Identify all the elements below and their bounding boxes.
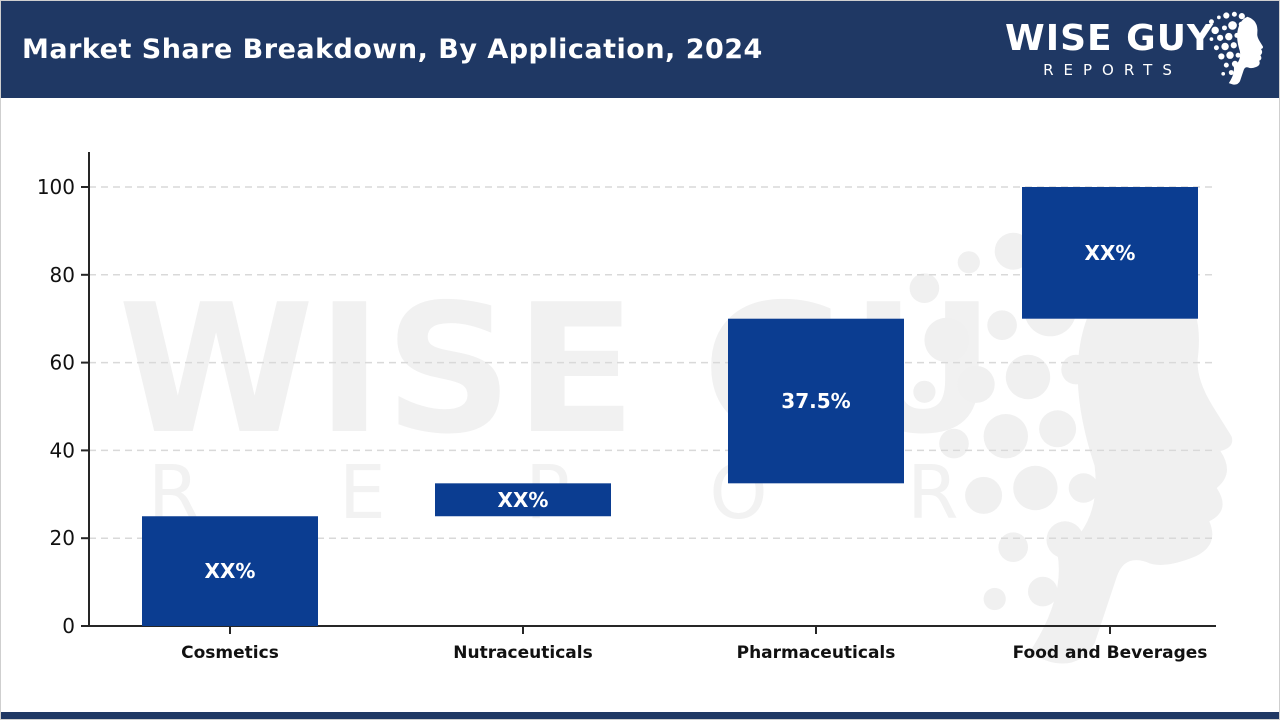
bar-label: 37.5% (781, 389, 850, 413)
category-label: Cosmetics (181, 643, 279, 663)
y-tick-label: 80 (50, 263, 75, 287)
category-label: Nutraceuticals (453, 643, 592, 663)
chart-area: WISE GU R E P O R T S 0 20 40 60 80 100 XX% Cos… (0, 98, 1280, 712)
waterfall-chart: 0 20 40 60 80 100 XX% Cosmetics XX% Nutraceutical… (37, 152, 1216, 663)
wiseguy-logo-name: WISE GUY (1004, 18, 1214, 59)
bar (728, 318, 904, 484)
bar-label: XX% (1085, 241, 1136, 265)
y-tick-label: 0 (62, 614, 75, 638)
wiseguy-logo: WISE GUY REPORTS (1005, 4, 1266, 94)
bar-label: XX% (498, 488, 549, 512)
y-tick-label: 100 (37, 175, 75, 199)
y-tick-label: 60 (50, 351, 75, 375)
footer-bar (0, 712, 1280, 720)
category-label: Food and Beverages (1013, 643, 1208, 663)
bar (435, 483, 611, 517)
chart-title: Market Share Breakdown, By Application, … (22, 34, 763, 65)
wiseguy-logo-sub: REPORTS (1043, 61, 1182, 79)
y-tick-label: 20 (50, 526, 75, 550)
wiseguy-logo-text: WISE GUY REPORTS (1005, 20, 1214, 80)
header-banner: Market Share Breakdown, By Application, … (0, 0, 1280, 98)
category-label: Pharmaceuticals (737, 643, 896, 663)
bar (1022, 187, 1198, 319)
wiseguy-face-icon (1208, 11, 1264, 85)
y-tick-label: 40 (50, 438, 75, 462)
bar (142, 516, 318, 626)
bar-label: XX% (205, 559, 256, 583)
